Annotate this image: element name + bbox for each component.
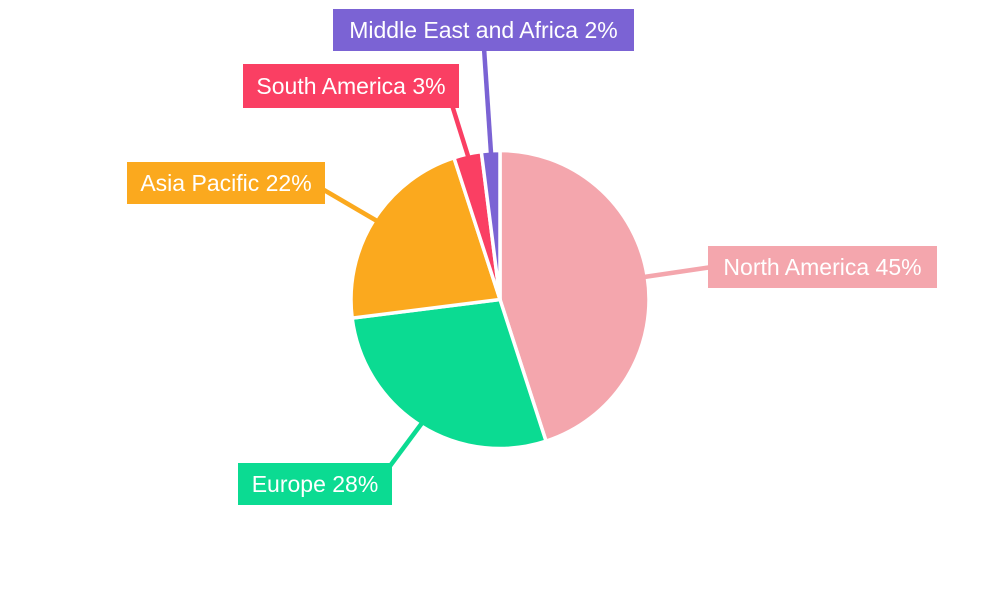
pie-label-asia-pacific: Asia Pacific 22%	[127, 162, 325, 204]
pie-label-europe: Europe 28%	[238, 463, 392, 505]
leader-line-asia-pacific	[322, 188, 379, 223]
leader-line-south-america	[449, 104, 471, 157]
leader-line-north-america	[643, 264, 713, 280]
pie-label-south-america: South America 3%	[243, 64, 459, 108]
leader-line-europe	[388, 421, 424, 468]
pie-label-middle-east-and-africa: Middle East and Africa 2%	[333, 9, 634, 51]
pie-label-north-america: North America 45%	[708, 246, 937, 288]
leader-line-middle-east-and-africa	[481, 47, 494, 154]
